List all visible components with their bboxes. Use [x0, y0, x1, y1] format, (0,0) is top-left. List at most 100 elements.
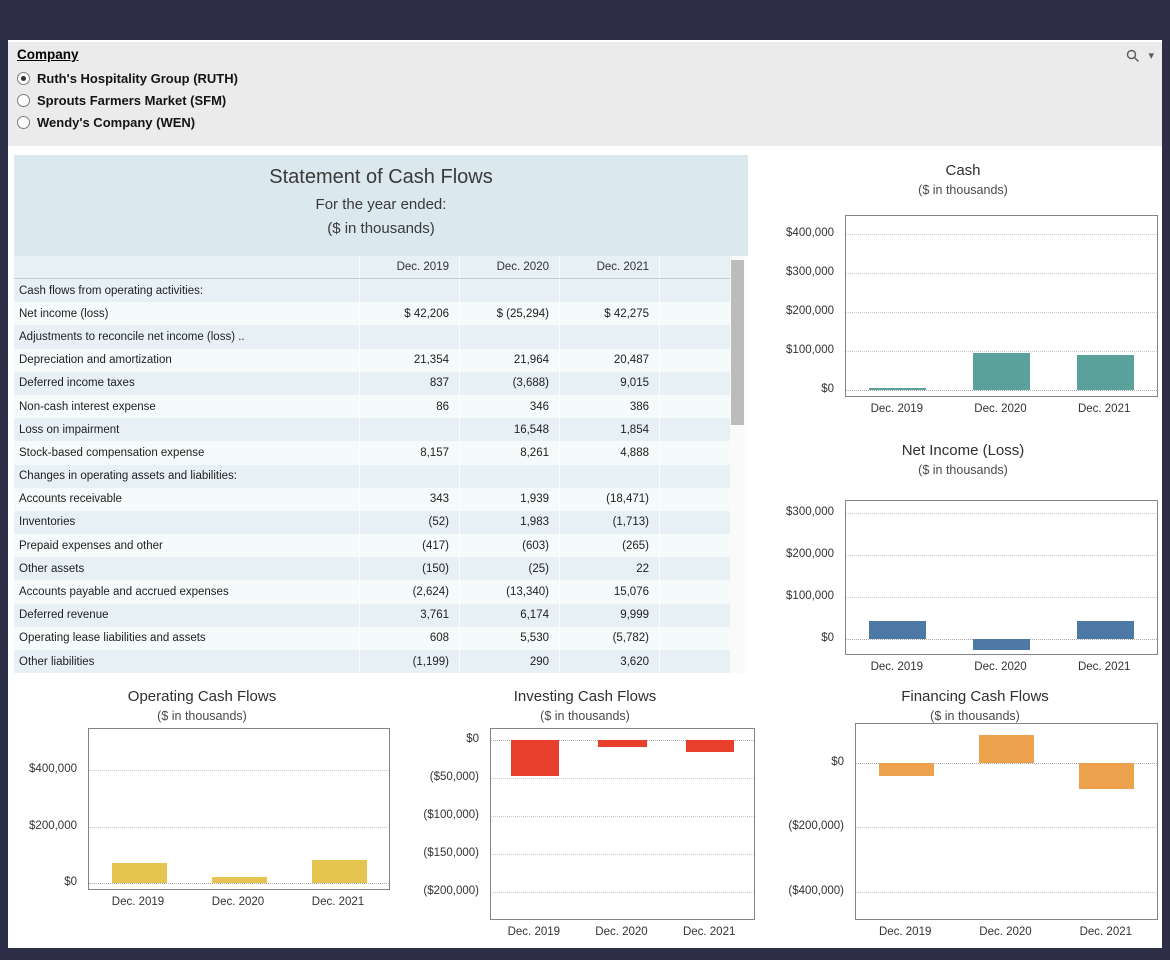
table-row[interactable]: Inventories (52) 1,983 (1,713) [14, 510, 733, 535]
bar-dec-2020[interactable] [972, 352, 1030, 391]
row-label[interactable]: Accounts payable and accrued expenses [19, 586, 229, 599]
cell-value[interactable]: (18,471) [559, 487, 659, 511]
cell-value[interactable] [359, 464, 459, 488]
cell-value[interactable] [559, 464, 659, 488]
table-row[interactable]: Non-cash interest expense 86 346 386 [14, 394, 733, 419]
cell-value[interactable]: $ 42,206 [359, 302, 459, 326]
cell-value[interactable]: (150) [359, 557, 459, 581]
table-row[interactable]: Net income (loss) $ 42,206 $ (25,294) $ 42,… [14, 302, 733, 326]
cell-value[interactable]: (265) [559, 534, 659, 558]
cell-value[interactable]: 9,015 [559, 371, 659, 395]
row-label[interactable]: Operating lease liabilities and assets [19, 632, 206, 645]
cell-value[interactable] [359, 279, 459, 303]
table-row[interactable]: Adjustments to reconcile net income (los… [14, 325, 733, 349]
cell-value[interactable]: 15,076 [559, 580, 659, 604]
cell-value[interactable]: 608 [359, 626, 459, 650]
cell-value[interactable]: (3,688) [459, 371, 559, 395]
table-row[interactable]: Stock-based compensation expense 8,157 8,2… [14, 441, 733, 465]
bar-dec-2021[interactable] [311, 860, 367, 884]
cell-value[interactable] [559, 279, 659, 303]
row-label[interactable]: Accounts receivable [19, 493, 122, 506]
bar-dec-2020[interactable] [211, 877, 267, 884]
table-row[interactable]: Depreciation and amortization 21,354 21,96… [14, 348, 733, 372]
cell-value[interactable]: 21,964 [459, 348, 559, 372]
bar-dec-2020[interactable] [978, 735, 1035, 763]
cell-value[interactable] [459, 464, 559, 488]
bar-dec-2019[interactable] [878, 762, 934, 776]
row-label[interactable]: Changes in operating assets and liabilit… [19, 470, 237, 483]
cell-value[interactable]: 837 [359, 371, 459, 395]
row-label[interactable]: Other liabilities [19, 655, 95, 668]
table-row[interactable]: Accounts receivable 343 1,939 (18,471) [14, 487, 733, 511]
cell-value[interactable]: 4,888 [559, 441, 659, 465]
cell-value[interactable]: 5,530 [459, 626, 559, 650]
bar-dec-2019[interactable] [869, 387, 927, 391]
cell-value[interactable]: (52) [359, 510, 459, 535]
caret-down-icon[interactable]: ▾ [1148, 50, 1154, 62]
cell-value[interactable]: 1,939 [459, 487, 559, 511]
cell-value[interactable]: 22 [559, 557, 659, 581]
search-icon[interactable] [1126, 49, 1140, 63]
cell-value[interactable]: $ 42,275 [559, 302, 659, 326]
cell-value[interactable]: 9,999 [559, 603, 659, 627]
row-label[interactable]: Non-cash interest expense [19, 400, 156, 413]
cell-value[interactable]: 290 [459, 650, 559, 674]
cell-value[interactable] [359, 418, 459, 442]
table-row[interactable]: Accounts payable and accrued expenses (2,… [14, 580, 733, 604]
cell-value[interactable]: (417) [359, 534, 459, 558]
scrollbar-thumb[interactable] [731, 260, 744, 425]
cell-value[interactable]: 8,157 [359, 441, 459, 465]
cell-value[interactable] [359, 325, 459, 349]
bar-dec-2021[interactable] [1079, 762, 1135, 789]
row-label[interactable]: Stock-based compensation expense [19, 446, 205, 459]
cell-value[interactable]: 86 [359, 394, 459, 419]
radio-option-ruth[interactable]: Ruth's Hospitality Group (RUTH) [17, 68, 238, 88]
table-row[interactable]: Deferred income taxes 837 (3,688) 9,015 [14, 371, 733, 395]
cell-value[interactable] [459, 325, 559, 349]
cell-value[interactable]: 1,983 [459, 510, 559, 535]
row-label[interactable]: Inventories [19, 516, 76, 529]
table-row[interactable]: Loss on impairment 16,548 1,854 [14, 418, 733, 442]
radio-icon[interactable] [17, 71, 30, 85]
cell-value[interactable]: 3,761 [359, 603, 459, 627]
cell-value[interactable]: 6,174 [459, 603, 559, 627]
row-label[interactable]: Net income (loss) [19, 307, 109, 320]
table-row[interactable]: Changes in operating assets and liabilit… [14, 464, 733, 488]
cell-value[interactable]: 346 [459, 394, 559, 419]
bar-dec-2021[interactable] [686, 740, 735, 752]
bar-dec-2020[interactable] [598, 740, 647, 748]
cell-value[interactable]: 20,487 [559, 348, 659, 372]
table-row[interactable]: Other assets (150) (25) 22 [14, 557, 733, 581]
table-scrollbar[interactable] [730, 256, 745, 673]
cell-value[interactable]: 343 [359, 487, 459, 511]
row-label[interactable]: Deferred revenue [19, 609, 109, 622]
cell-value[interactable]: $ (25,294) [459, 302, 559, 326]
row-label[interactable]: Other assets [19, 562, 85, 575]
radio-label[interactable]: Ruth's Hospitality Group (RUTH) [37, 70, 238, 86]
cell-value[interactable]: 3,620 [559, 650, 659, 674]
radio-label[interactable]: Wendy's Company (WEN) [37, 114, 196, 130]
row-label[interactable]: Cash flows from operating activities: [19, 284, 204, 297]
table-row[interactable]: Prepaid expenses and other (417) (603) (265… [14, 534, 733, 558]
bar-dec-2019[interactable] [510, 740, 559, 777]
row-label[interactable]: Deferred income taxes [19, 377, 135, 390]
cell-value[interactable]: (25) [459, 557, 559, 581]
bar-dec-2019[interactable] [869, 621, 927, 640]
table-row[interactable]: Operating lease liabilities and assets 60… [14, 626, 733, 650]
cell-value[interactable]: (1,199) [359, 650, 459, 674]
radio-option-sfm[interactable]: Sprouts Farmers Market (SFM) [17, 90, 226, 110]
cell-value[interactable]: (2,624) [359, 580, 459, 604]
row-label[interactable]: Depreciation and amortization [19, 354, 172, 367]
radio-icon[interactable] [17, 115, 30, 129]
cell-value[interactable]: 386 [559, 394, 659, 419]
cell-value[interactable]: 1,854 [559, 418, 659, 442]
cell-value[interactable] [459, 279, 559, 303]
row-label[interactable]: Prepaid expenses and other [19, 539, 163, 552]
cell-value[interactable]: 8,261 [459, 441, 559, 465]
cell-value[interactable]: 16,548 [459, 418, 559, 442]
cell-value[interactable]: (5,782) [559, 626, 659, 650]
cell-value[interactable]: (603) [459, 534, 559, 558]
cell-value[interactable]: 21,354 [359, 348, 459, 372]
row-label[interactable]: Loss on impairment [19, 423, 120, 436]
bar-dec-2021[interactable] [1076, 621, 1134, 640]
